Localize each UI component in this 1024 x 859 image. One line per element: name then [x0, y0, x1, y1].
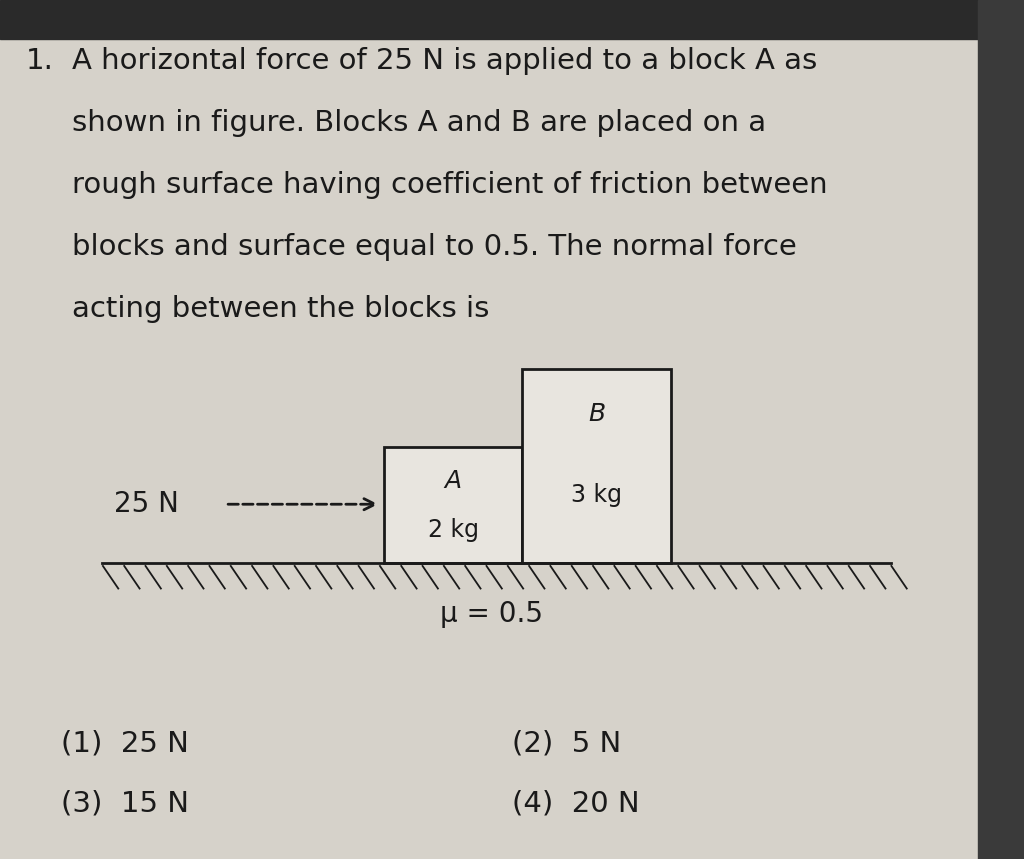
- Text: μ = 0.5: μ = 0.5: [440, 600, 543, 628]
- Bar: [978, 0, 1024, 859]
- Text: (1)  25 N: (1) 25 N: [61, 729, 189, 757]
- Bar: [0, 0, 1024, 39]
- Text: 25 N: 25 N: [115, 490, 179, 518]
- Text: 2 kg: 2 kg: [428, 518, 478, 542]
- Text: blocks and surface equal to 0.5. The normal force: blocks and surface equal to 0.5. The nor…: [72, 233, 797, 261]
- Text: (4)  20 N: (4) 20 N: [512, 789, 640, 817]
- Text: 1.: 1.: [26, 47, 53, 76]
- Text: (2)  5 N: (2) 5 N: [512, 729, 622, 757]
- Text: A horizontal force of 25 N is applied to a block A as: A horizontal force of 25 N is applied to…: [72, 47, 817, 76]
- Text: (3)  15 N: (3) 15 N: [61, 789, 189, 817]
- Text: acting between the blocks is: acting between the blocks is: [72, 295, 489, 323]
- Text: rough surface having coefficient of friction between: rough surface having coefficient of fric…: [72, 171, 827, 199]
- Text: 3 kg: 3 kg: [571, 483, 622, 507]
- Text: B: B: [588, 402, 605, 426]
- Text: A: A: [444, 470, 462, 493]
- Bar: [522, 369, 671, 563]
- Text: shown in figure. Blocks A and B are placed on a: shown in figure. Blocks A and B are plac…: [72, 109, 766, 137]
- Bar: [384, 447, 522, 563]
